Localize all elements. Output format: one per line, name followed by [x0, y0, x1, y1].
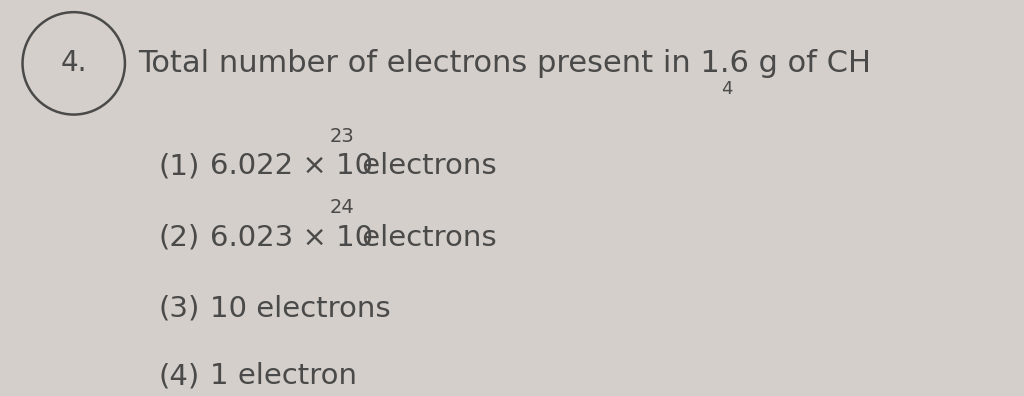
Text: (2): (2): [159, 224, 200, 251]
Text: 1 electron: 1 electron: [210, 362, 357, 390]
Text: Total number of electrons present in 1.6 g of CH: Total number of electrons present in 1.6…: [138, 49, 871, 78]
Text: electrons: electrons: [353, 152, 497, 180]
Text: 4: 4: [721, 80, 733, 98]
Text: electrons: electrons: [353, 224, 497, 251]
Text: 10 electrons: 10 electrons: [210, 295, 390, 323]
Text: (1): (1): [159, 152, 200, 180]
Text: 24: 24: [330, 198, 354, 217]
Text: (3): (3): [159, 295, 200, 323]
Text: 23: 23: [330, 127, 354, 146]
Text: 6.023 × 10: 6.023 × 10: [210, 224, 373, 251]
Text: (4): (4): [159, 362, 200, 390]
Text: 4.: 4.: [60, 50, 87, 77]
Text: 6.022 × 10: 6.022 × 10: [210, 152, 373, 180]
